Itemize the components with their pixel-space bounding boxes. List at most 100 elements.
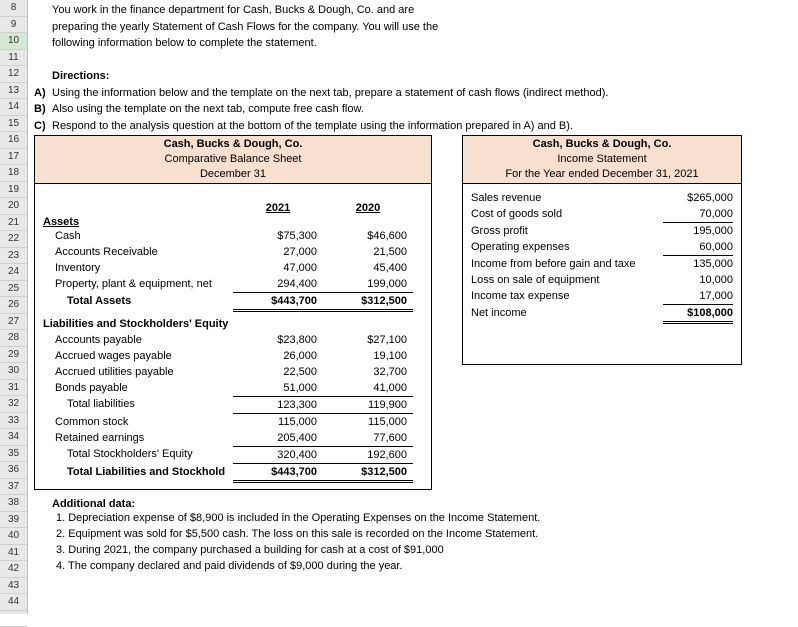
row-header-30[interactable]: 30 bbox=[0, 363, 27, 380]
row-header-17[interactable]: 17 bbox=[0, 149, 27, 166]
row-header-40[interactable]: 40 bbox=[0, 528, 27, 545]
row-header-44[interactable]: 44 bbox=[0, 594, 27, 611]
row-header-14[interactable]: 14 bbox=[0, 99, 27, 116]
liability-row: Accrued utilities payable22,50032,700 bbox=[43, 364, 423, 380]
is-value: 10,000 bbox=[663, 272, 733, 288]
row-header-11[interactable]: 11 bbox=[0, 50, 27, 67]
spreadsheet-content: You work in the finance department for C… bbox=[28, 0, 798, 614]
liab-equity-heading: Liabilities and Stockholders' Equity bbox=[43, 318, 423, 330]
row-header-15[interactable]: 15 bbox=[0, 116, 27, 133]
row-header-32[interactable]: 32 bbox=[0, 396, 27, 413]
is-label: Income from before gain and taxe bbox=[471, 256, 663, 272]
is-value: $265,000 bbox=[663, 190, 733, 206]
row-header-9[interactable]: 9 bbox=[0, 17, 27, 34]
bs-subtitle: Comparative Balance Sheet bbox=[35, 152, 431, 167]
direction-0: A)Using the information below and the te… bbox=[34, 85, 792, 102]
row-header-36[interactable]: 36 bbox=[0, 462, 27, 479]
direction-1: B)Also using the template on the next ta… bbox=[34, 101, 792, 118]
row-header-12[interactable]: 12 bbox=[0, 66, 27, 83]
row-header-13[interactable]: 13 bbox=[0, 83, 27, 100]
is-value: $108,000 bbox=[663, 305, 733, 324]
row-header-20[interactable]: 20 bbox=[0, 198, 27, 215]
equity-2020: 115,000 bbox=[323, 414, 413, 430]
bs-date: December 31 bbox=[35, 167, 431, 182]
grand-total-2020: $312,500 bbox=[323, 464, 413, 483]
row-header-43[interactable]: 43 bbox=[0, 578, 27, 595]
equity-row: Retained earnings205,40077,600 bbox=[43, 430, 423, 446]
row-header-16[interactable]: 16 bbox=[0, 132, 27, 149]
is-value: 135,000 bbox=[663, 256, 733, 272]
row-header-25[interactable]: 25 bbox=[0, 281, 27, 298]
row-header-28[interactable]: 28 bbox=[0, 330, 27, 347]
row-header-23[interactable]: 23 bbox=[0, 248, 27, 265]
row-header-39[interactable]: 39 bbox=[0, 512, 27, 529]
asset-2020: 199,000 bbox=[323, 276, 413, 293]
row-header-33[interactable]: 33 bbox=[0, 413, 27, 430]
liability-2020: 41,000 bbox=[323, 380, 413, 396]
total-assets-2020: $312,500 bbox=[323, 293, 413, 312]
is-row: Gross profit195,000 bbox=[471, 223, 733, 239]
equity-label: Common stock bbox=[43, 414, 233, 430]
is-value: 70,000 bbox=[663, 206, 733, 223]
total-assets-2021: $443,700 bbox=[233, 293, 323, 312]
liability-2021: $23,800 bbox=[233, 332, 323, 348]
row-header-38[interactable]: 38 bbox=[0, 495, 27, 512]
additional-item-1: 1. Depreciation expense of $8,900 is inc… bbox=[56, 510, 792, 526]
balance-sheet-header: Cash, Bucks & Dough, Co. Comparative Bal… bbox=[35, 136, 431, 184]
asset-2021: 47,000 bbox=[233, 260, 323, 276]
bs-title: Cash, Bucks & Dough, Co. bbox=[35, 137, 431, 152]
row-header-10[interactable]: 10 bbox=[0, 33, 27, 50]
liability-2021: 26,000 bbox=[233, 348, 323, 364]
is-label: Gross profit bbox=[471, 223, 663, 239]
grand-total-2021: $443,700 bbox=[233, 464, 323, 483]
row-header-29[interactable]: 29 bbox=[0, 347, 27, 364]
is-label: Sales revenue bbox=[471, 190, 663, 206]
row-header-26[interactable]: 26 bbox=[0, 297, 27, 314]
additional-item-4: 4. The company declared and paid dividen… bbox=[56, 558, 792, 574]
asset-row: Property, plant & equipment, net294,4001… bbox=[43, 276, 423, 293]
total-equity-2021: 320,400 bbox=[233, 446, 323, 464]
additional-item-3: 3. During 2021, the company purchased a … bbox=[56, 542, 792, 558]
row-header-37[interactable]: 37 bbox=[0, 479, 27, 496]
assets-heading: Assets bbox=[43, 216, 423, 228]
liability-label: Accrued wages payable bbox=[43, 348, 233, 364]
row-header-27[interactable]: 27 bbox=[0, 314, 27, 331]
equity-2020: 77,600 bbox=[323, 430, 413, 446]
is-value: 17,000 bbox=[663, 288, 733, 305]
liability-2020: 32,700 bbox=[323, 364, 413, 380]
is-subtitle: Income Statement bbox=[463, 152, 741, 167]
row-header-42[interactable]: 42 bbox=[0, 561, 27, 578]
is-row: Operating expenses60,000 bbox=[471, 239, 733, 256]
liability-row: Accrued wages payable26,00019,100 bbox=[43, 348, 423, 364]
asset-row: Inventory47,00045,400 bbox=[43, 260, 423, 276]
row-header-8[interactable]: 8 bbox=[0, 0, 27, 17]
row-header-18[interactable]: 18 bbox=[0, 165, 27, 182]
row-header-34[interactable]: 34 bbox=[0, 429, 27, 446]
row-header-19[interactable]: 19 bbox=[0, 182, 27, 199]
row-header-24[interactable]: 24 bbox=[0, 264, 27, 281]
row-header-35[interactable]: 35 bbox=[0, 446, 27, 463]
asset-label: Accounts Receivable bbox=[43, 244, 233, 260]
bs-col-2021: 2021 bbox=[233, 202, 323, 214]
is-label: Loss on sale of equipment bbox=[471, 272, 663, 288]
directions-heading: Directions: bbox=[52, 70, 109, 82]
total-liab-2020: 119,900 bbox=[323, 396, 413, 414]
is-row: Sales revenue$265,000 bbox=[471, 190, 733, 206]
liability-label: Accrued utilities payable bbox=[43, 364, 233, 380]
row-header-22[interactable]: 22 bbox=[0, 231, 27, 248]
asset-label: Cash bbox=[43, 228, 233, 244]
is-value: 60,000 bbox=[663, 239, 733, 256]
is-title: Cash, Bucks & Dough, Co. bbox=[463, 137, 741, 152]
row-header-31[interactable]: 31 bbox=[0, 380, 27, 397]
direction-2: C)Respond to the analysis question at th… bbox=[34, 118, 792, 135]
liability-2020: 19,100 bbox=[323, 348, 413, 364]
row-header-45[interactable] bbox=[0, 611, 27, 627]
row-header-column: 8910111213141516171819202122232425262728… bbox=[0, 0, 28, 614]
equity-2021: 115,000 bbox=[233, 414, 323, 430]
row-header-41[interactable]: 41 bbox=[0, 545, 27, 562]
liability-row: Accounts payable$23,800$27,100 bbox=[43, 332, 423, 348]
row-header-21[interactable]: 21 bbox=[0, 215, 27, 232]
is-label: Operating expenses bbox=[471, 239, 663, 256]
is-value: 195,000 bbox=[663, 223, 733, 239]
liability-2021: 22,500 bbox=[233, 364, 323, 380]
